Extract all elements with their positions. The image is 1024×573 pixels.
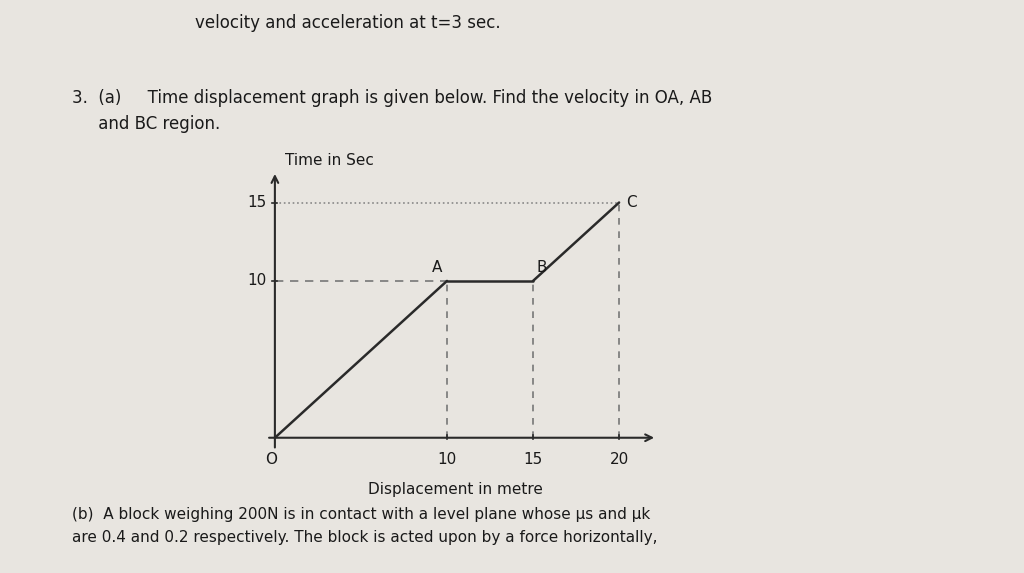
Text: 20: 20 [609, 452, 629, 467]
Text: 15: 15 [523, 452, 543, 467]
Text: are 0.4 and 0.2 respectively. The block is acted upon by a force horizontally,: are 0.4 and 0.2 respectively. The block … [72, 530, 657, 545]
Text: B: B [537, 260, 547, 274]
Text: and BC region.: and BC region. [72, 115, 220, 132]
Text: (b)  A block weighing 200N is in contact with a level plane whose μs and μk: (b) A block weighing 200N is in contact … [72, 507, 650, 522]
Text: C: C [626, 195, 637, 210]
Text: Time in Sec: Time in Sec [286, 153, 374, 168]
Text: O: O [265, 452, 278, 467]
Text: 10: 10 [247, 273, 266, 288]
Text: A: A [431, 260, 441, 274]
Text: 15: 15 [247, 195, 266, 210]
Text: Displacement in metre: Displacement in metre [369, 482, 543, 497]
Text: 3.  (a)     Time displacement graph is given below. Find the velocity in OA, AB: 3. (a) Time displacement graph is given … [72, 89, 712, 107]
Text: 10: 10 [437, 452, 457, 467]
Text: velocity and acceleration at t=3 sec.: velocity and acceleration at t=3 sec. [195, 14, 500, 32]
